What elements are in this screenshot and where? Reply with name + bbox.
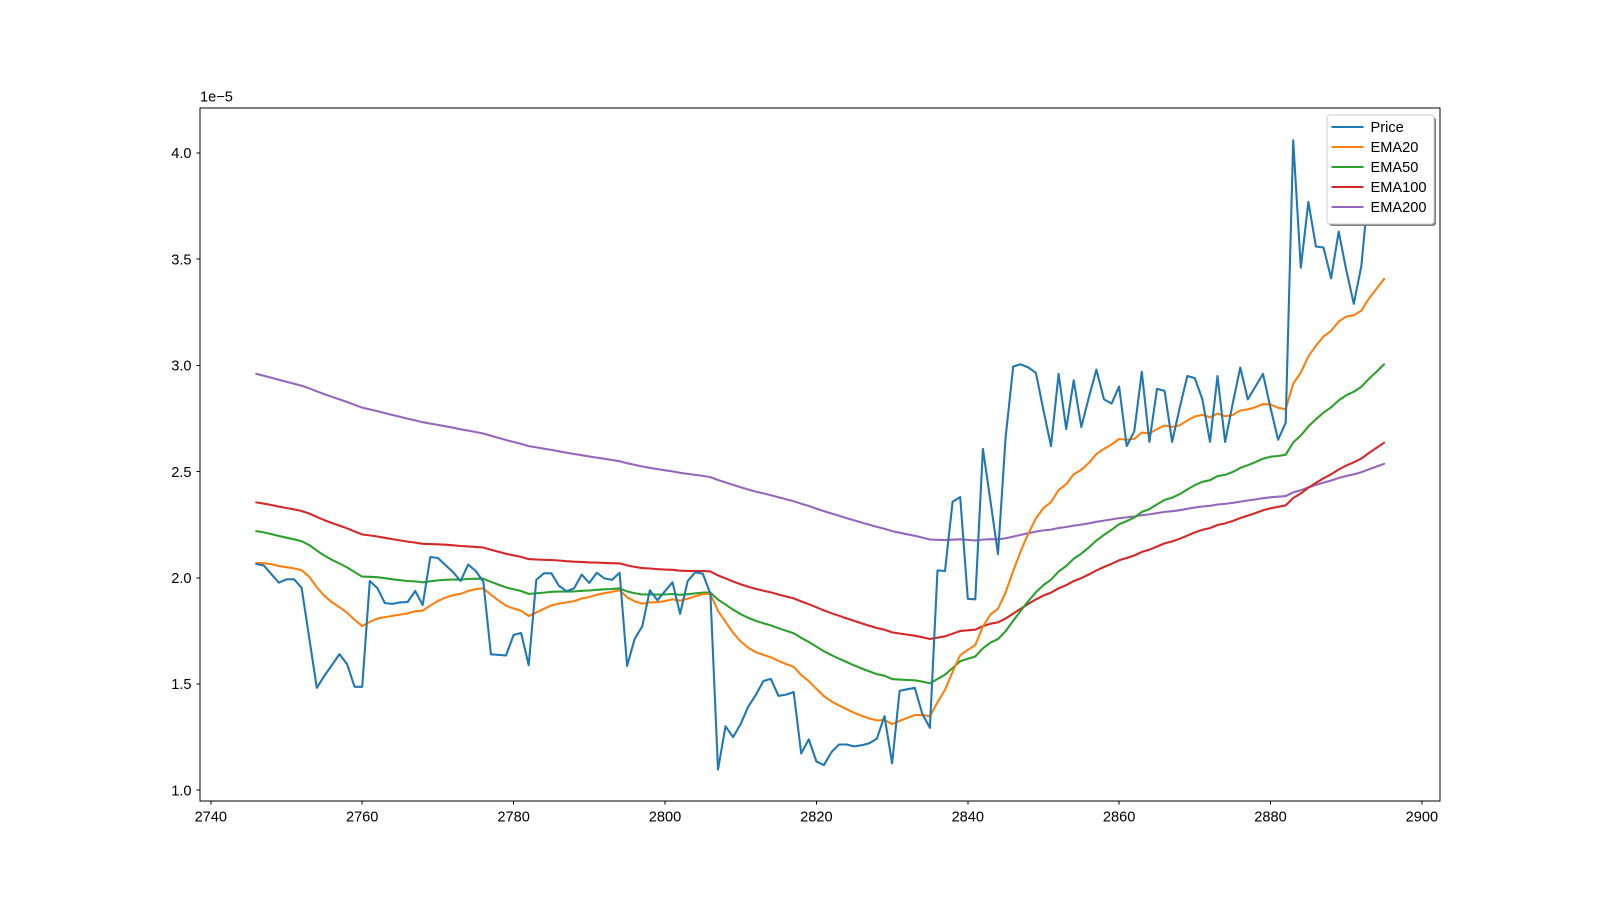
svg-text:4.0: 4.0 <box>171 146 191 162</box>
svg-text:2760: 2760 <box>346 810 378 826</box>
svg-text:2740: 2740 <box>195 810 227 826</box>
svg-text:1e−5: 1e−5 <box>200 90 233 106</box>
svg-text:Price: Price <box>1371 120 1404 136</box>
svg-text:EMA50: EMA50 <box>1371 160 1419 176</box>
svg-text:2840: 2840 <box>952 810 984 826</box>
svg-text:2800: 2800 <box>649 810 681 826</box>
svg-text:2.0: 2.0 <box>171 571 191 587</box>
svg-text:3.5: 3.5 <box>171 252 191 268</box>
svg-text:2900: 2900 <box>1406 810 1438 826</box>
svg-text:2820: 2820 <box>800 810 832 826</box>
svg-text:EMA20: EMA20 <box>1371 140 1419 156</box>
svg-text:EMA100: EMA100 <box>1371 180 1427 196</box>
svg-text:3.0: 3.0 <box>171 359 191 375</box>
svg-text:2780: 2780 <box>497 810 529 826</box>
svg-text:2860: 2860 <box>1103 810 1135 826</box>
svg-text:1.0: 1.0 <box>171 783 191 799</box>
svg-text:1.5: 1.5 <box>171 677 191 693</box>
svg-text:2880: 2880 <box>1254 810 1286 826</box>
svg-text:2.5: 2.5 <box>171 465 191 481</box>
svg-text:EMA200: EMA200 <box>1371 200 1427 216</box>
